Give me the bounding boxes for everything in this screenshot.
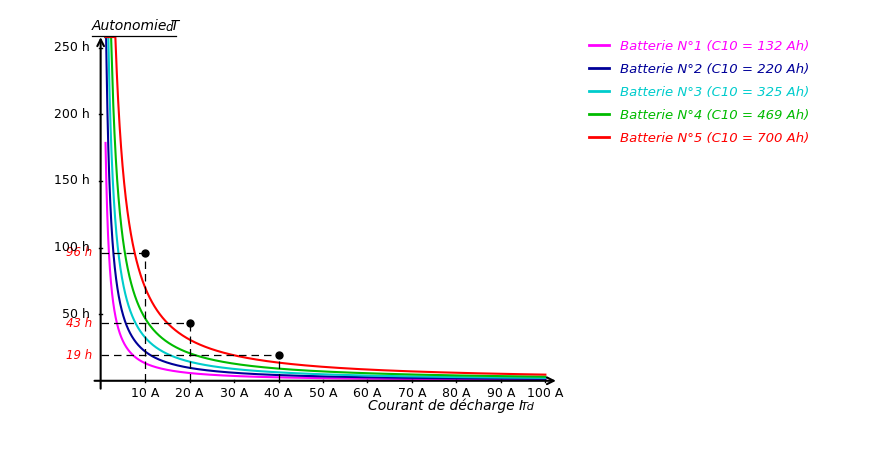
Text: 30 A: 30 A bbox=[220, 387, 248, 400]
Legend: Batterie N°1 (C10 = 132 Ah), Batterie N°2 (C10 = 220 Ah), Batterie N°3 (C10 = 32: Batterie N°1 (C10 = 132 Ah), Batterie N°… bbox=[584, 35, 815, 150]
Text: 19 h: 19 h bbox=[66, 349, 93, 362]
Text: 200 h: 200 h bbox=[54, 108, 90, 121]
Text: 90 A: 90 A bbox=[487, 387, 515, 400]
Text: 60 A: 60 A bbox=[354, 387, 382, 400]
Text: 250 h: 250 h bbox=[54, 41, 90, 54]
Text: Td: Td bbox=[521, 402, 535, 412]
Text: 40 A: 40 A bbox=[265, 387, 292, 400]
Text: 50 A: 50 A bbox=[309, 387, 337, 400]
Text: d: d bbox=[165, 21, 173, 34]
Text: 150 h: 150 h bbox=[54, 174, 90, 188]
Text: 10 A: 10 A bbox=[131, 387, 159, 400]
Text: 80 A: 80 A bbox=[443, 387, 471, 400]
Text: Courant de décharge I: Courant de décharge I bbox=[368, 398, 523, 413]
Text: 96 h: 96 h bbox=[66, 246, 93, 260]
Text: 20 A: 20 A bbox=[175, 387, 203, 400]
Text: 50 h: 50 h bbox=[62, 308, 90, 321]
Text: 43 h: 43 h bbox=[66, 317, 93, 330]
Text: 70 A: 70 A bbox=[398, 387, 426, 400]
Text: Autonomie T: Autonomie T bbox=[92, 19, 180, 33]
Text: 100 h: 100 h bbox=[54, 241, 90, 254]
Text: 100 A: 100 A bbox=[527, 387, 564, 400]
